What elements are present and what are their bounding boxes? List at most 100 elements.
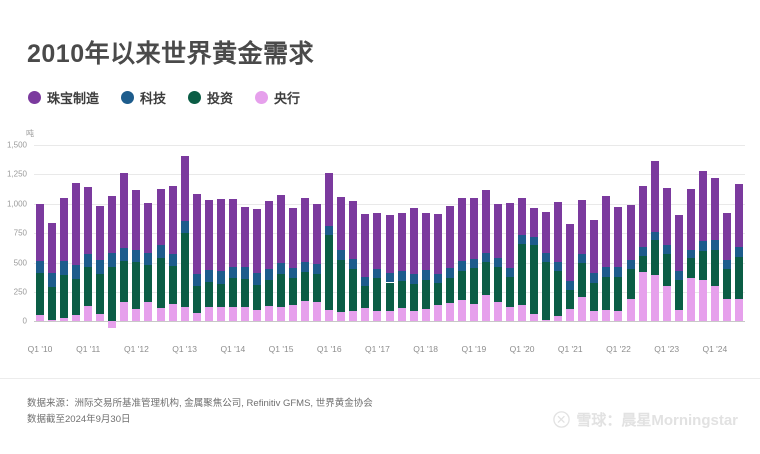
bar-segment [590,283,599,312]
bar-segment [301,261,310,272]
bar-segment [457,300,466,322]
bar-segment [578,296,587,322]
bar-segment [662,245,671,254]
legend-item-central_bank[interactable]: 央行 [255,88,300,107]
bar-group[interactable] [168,145,177,333]
bar-segment [252,310,261,322]
bar-group[interactable] [734,145,743,333]
bar-group[interactable] [132,145,141,333]
bar-segment [674,271,683,280]
bar-segment [385,282,394,311]
bar-group[interactable] [662,145,671,333]
bar-group[interactable] [156,145,165,333]
bar-segment [361,308,370,322]
x-axis-tick-label: Q1 '10 [27,344,53,354]
bar-group[interactable] [566,145,575,333]
bar-group[interactable] [638,145,647,333]
bar-group[interactable] [722,145,731,333]
bar-group[interactable] [385,145,394,333]
legend-item-investment[interactable]: 投资 [188,88,233,107]
bar-group[interactable] [144,145,153,333]
bar-group[interactable] [481,145,490,333]
bar-group[interactable] [349,145,358,333]
bar-segment [289,267,298,278]
bar-segment [373,212,382,269]
bar-segment [385,273,394,283]
legend-item-technology[interactable]: 科技 [121,88,166,107]
bar-group[interactable] [361,145,370,333]
bar-group[interactable] [469,145,478,333]
bar-group[interactable] [614,145,623,333]
bar-segment [325,309,334,322]
bar-group[interactable] [578,145,587,333]
bar-segment [698,241,707,251]
bar-segment [168,253,177,267]
bar-segment [409,283,418,311]
bar-group[interactable] [337,145,346,333]
bar-group[interactable] [277,145,286,333]
bar-segment [252,284,261,311]
bar-segment [518,235,527,244]
bar-group[interactable] [373,145,382,333]
bar-segment [710,177,719,241]
bar-group[interactable] [264,145,273,333]
bar-group[interactable] [698,145,707,333]
x-axis-tick-label: Q1 '18 [413,344,439,354]
bar-group[interactable] [120,145,129,333]
bar-group[interactable] [590,145,599,333]
bar-group[interactable] [60,145,69,333]
bar-group[interactable] [228,145,237,333]
bar-group[interactable] [252,145,261,333]
bar-group[interactable] [518,145,527,333]
bar-group[interactable] [180,145,189,333]
bar-group[interactable] [409,145,418,333]
bar-segment [493,204,502,258]
bar-segment [301,300,310,322]
bar-group[interactable] [240,145,249,333]
bar-group[interactable] [445,145,454,333]
bar-segment [397,281,406,309]
bar-group[interactable] [542,145,551,333]
bar-group[interactable] [506,145,514,333]
bar-segment [216,271,225,284]
bar-segment [180,220,189,233]
bar-group[interactable] [530,145,539,333]
bar-group[interactable] [433,145,442,333]
legend-swatch-jewellery-icon [28,91,41,104]
bar-group[interactable] [457,145,466,333]
bar-group[interactable] [493,145,502,333]
bar-group[interactable] [301,145,310,333]
gridline-1000 [34,203,745,205]
bar-segment [108,195,117,254]
bar-group[interactable] [710,145,719,333]
bar-group[interactable] [674,145,683,333]
bar-group[interactable] [626,145,635,333]
bar-segment [349,311,358,322]
bar-group[interactable] [325,145,334,333]
bar-group[interactable] [48,145,57,333]
bar-group[interactable] [289,145,298,333]
bar-group[interactable] [72,145,81,333]
bar-segment [481,295,490,322]
bar-group[interactable] [313,145,322,333]
bar-segment [698,170,707,242]
bar-group[interactable] [36,145,45,333]
bar-group[interactable] [204,145,213,333]
bar-group[interactable] [108,145,117,333]
bar-segment [566,308,575,322]
bar-group[interactable] [397,145,406,333]
bar-group[interactable] [96,145,105,333]
legend-item-jewellery[interactable]: 珠宝制造 [28,88,99,107]
bar-group[interactable] [421,145,430,333]
bar-group[interactable] [554,145,563,333]
bar-segment [96,259,105,274]
bar-group[interactable] [192,145,201,333]
bar-segment [626,268,635,299]
bar-group[interactable] [602,145,611,333]
bar-group[interactable] [650,145,659,333]
bar-segment [72,315,81,322]
bar-group[interactable] [216,145,225,333]
bar-group[interactable] [686,145,695,333]
bar-group[interactable] [84,145,93,333]
